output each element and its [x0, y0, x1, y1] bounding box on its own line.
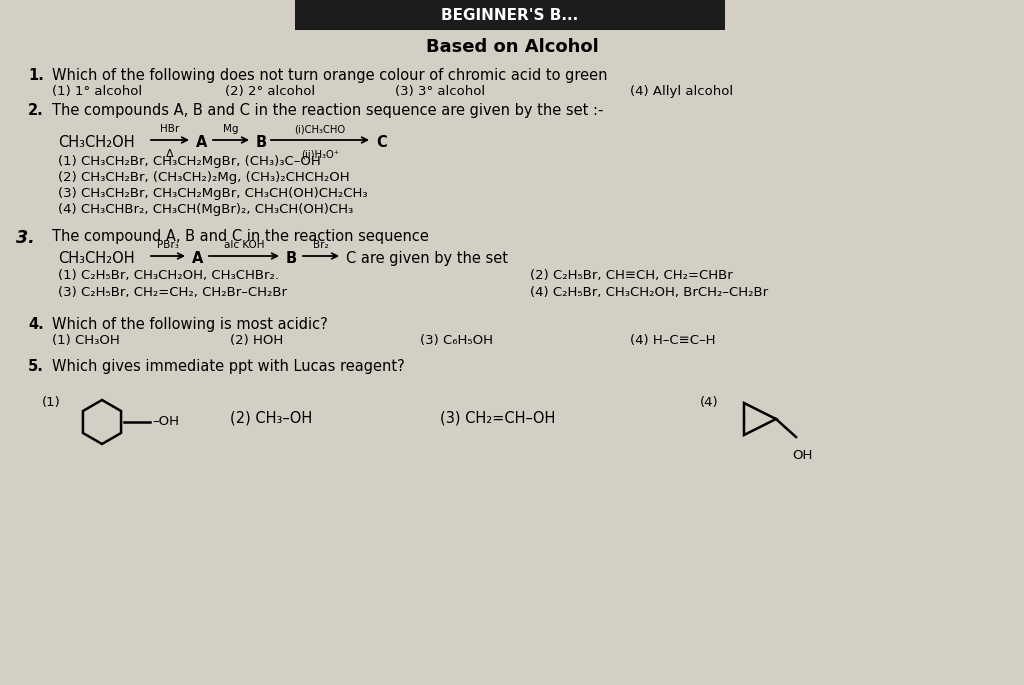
Text: Which of the following does not turn orange colour of chromic acid to green: Which of the following does not turn ora… — [52, 68, 607, 83]
Text: A: A — [193, 251, 204, 266]
Text: B: B — [286, 251, 297, 266]
Text: (4): (4) — [700, 396, 719, 409]
Text: BEGINNER'S B...: BEGINNER'S B... — [441, 8, 579, 23]
Text: (2) C₂H₅Br, CH≡CH, CH₂=CHBr: (2) C₂H₅Br, CH≡CH, CH₂=CHBr — [530, 269, 733, 282]
Text: 2.: 2. — [28, 103, 44, 118]
Text: (4) H–C≡C–H: (4) H–C≡C–H — [630, 334, 716, 347]
FancyBboxPatch shape — [295, 0, 725, 30]
Text: Δ: Δ — [166, 149, 174, 159]
Text: 4.: 4. — [28, 317, 44, 332]
Text: (3) C₂H₅Br, CH₂=CH₂, CH₂Br–CH₂Br: (3) C₂H₅Br, CH₂=CH₂, CH₂Br–CH₂Br — [58, 286, 287, 299]
Text: Br₂: Br₂ — [313, 240, 329, 250]
Text: (ii)H₃O⁺: (ii)H₃O⁺ — [301, 149, 339, 159]
Text: –OH: –OH — [152, 414, 179, 427]
Text: (3) 3° alcohol: (3) 3° alcohol — [395, 85, 485, 98]
Text: OH: OH — [792, 449, 812, 462]
Text: (2) HOH: (2) HOH — [230, 334, 284, 347]
Text: (4) C₂H₅Br, CH₃CH₂OH, BrCH₂–CH₂Br: (4) C₂H₅Br, CH₃CH₂OH, BrCH₂–CH₂Br — [530, 286, 768, 299]
Text: Based on Alcohol: Based on Alcohol — [426, 38, 598, 56]
Text: The compounds A, B and C in the reaction sequence are given by the set :-: The compounds A, B and C in the reaction… — [52, 103, 603, 118]
Text: (4) CH₃CHBr₂, CH₃CH(MgBr)₂, CH₃CH(OH)CH₃: (4) CH₃CHBr₂, CH₃CH(MgBr)₂, CH₃CH(OH)CH₃ — [58, 203, 353, 216]
Text: 1.: 1. — [28, 68, 44, 83]
Text: C: C — [376, 135, 387, 150]
Text: alc KOH: alc KOH — [224, 240, 264, 250]
Text: 3.: 3. — [16, 229, 35, 247]
Text: CH₃CH₂OH: CH₃CH₂OH — [58, 135, 134, 150]
Text: B: B — [256, 135, 267, 150]
Text: PBr₃: PBr₃ — [157, 240, 179, 250]
Text: (1) CH₃CH₂Br, CH₃CH₂MgBr, (CH₃)₃C–OH: (1) CH₃CH₂Br, CH₃CH₂MgBr, (CH₃)₃C–OH — [58, 155, 321, 168]
Text: Which of the following is most acidic?: Which of the following is most acidic? — [52, 317, 328, 332]
Text: The compound A, B and C in the reaction sequence: The compound A, B and C in the reaction … — [52, 229, 429, 244]
Text: C are given by the set: C are given by the set — [346, 251, 508, 266]
Text: (2) 2° alcohol: (2) 2° alcohol — [225, 85, 315, 98]
Text: (3) C₆H₅OH: (3) C₆H₅OH — [420, 334, 493, 347]
Text: (1) 1° alcohol: (1) 1° alcohol — [52, 85, 142, 98]
Text: (2) CH₃CH₂Br, (CH₃CH₂)₂Mg, (CH₃)₂CHCH₂OH: (2) CH₃CH₂Br, (CH₃CH₂)₂Mg, (CH₃)₂CHCH₂OH — [58, 171, 349, 184]
Text: (1) C₂H₅Br, CH₃CH₂OH, CH₃CHBr₂.: (1) C₂H₅Br, CH₃CH₂OH, CH₃CHBr₂. — [58, 269, 279, 282]
Text: (1): (1) — [42, 396, 60, 409]
Text: (4) Allyl alcohol: (4) Allyl alcohol — [630, 85, 733, 98]
Text: CH₃CH₂OH: CH₃CH₂OH — [58, 251, 134, 266]
Text: (i)CH₃CHO: (i)CH₃CHO — [295, 124, 345, 134]
Text: (3) CH₃CH₂Br, CH₃CH₂MgBr, CH₃CH(OH)CH₂CH₃: (3) CH₃CH₂Br, CH₃CH₂MgBr, CH₃CH(OH)CH₂CH… — [58, 187, 368, 200]
Text: (2) CH₃–OH: (2) CH₃–OH — [230, 410, 312, 425]
Text: Mg: Mg — [223, 124, 239, 134]
Text: A: A — [196, 135, 208, 150]
Text: HBr: HBr — [161, 124, 179, 134]
Text: (3) CH₂=CH–OH: (3) CH₂=CH–OH — [440, 410, 555, 425]
Text: (1) CH₃OH: (1) CH₃OH — [52, 334, 120, 347]
Text: 5.: 5. — [28, 359, 44, 374]
Text: Which gives immediate ppt with Lucas reagent?: Which gives immediate ppt with Lucas rea… — [52, 359, 404, 374]
